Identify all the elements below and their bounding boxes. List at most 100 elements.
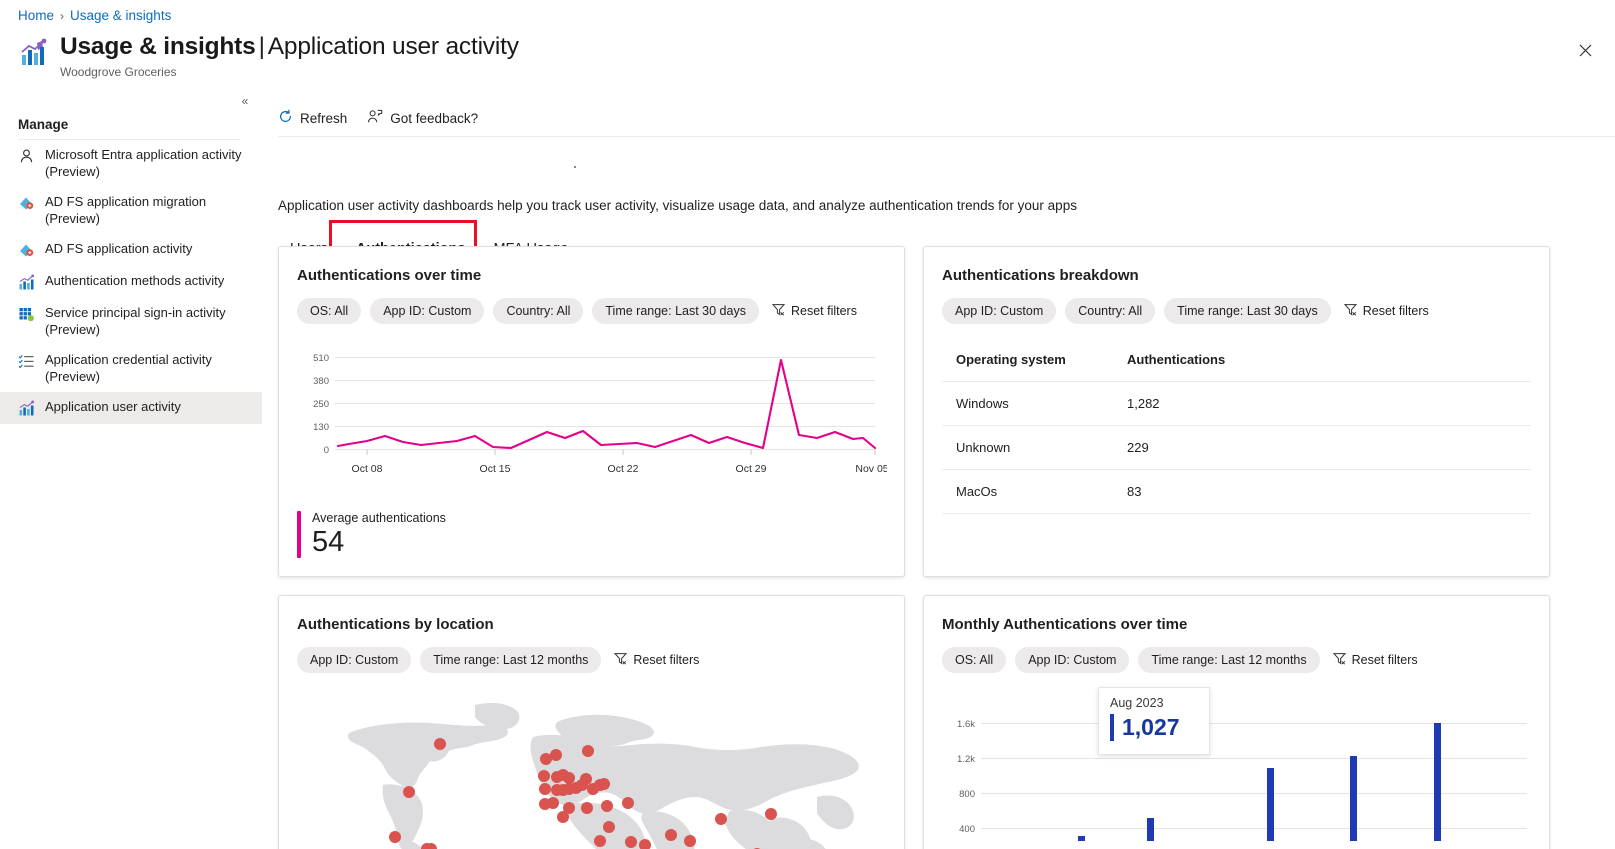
filter-app-id[interactable]: App ID: Custom <box>942 298 1057 324</box>
table-row[interactable]: Unknown 229 <box>942 425 1531 470</box>
sidebar-item-adfs-application-activity[interactable]: AD FS application activity <box>0 234 262 266</box>
sidebar-item-label: Service principal sign-in activity (Prev… <box>45 305 226 337</box>
filter-country[interactable]: Country: All <box>493 298 584 324</box>
adfs-icon <box>18 195 35 212</box>
filter-reset-icon <box>1332 652 1346 668</box>
card-authentications-by-location: Authentications by location App ID: Cust… <box>278 595 905 849</box>
filter-app-id[interactable]: App ID: Custom <box>297 647 412 673</box>
close-icon[interactable] <box>1573 38 1597 62</box>
card-title: Authentications by location <box>297 616 494 633</box>
cell-os: Windows <box>942 381 1127 426</box>
breadcrumb-separator: › <box>60 8 65 23</box>
average-authentications-stat: Average authentications 54 <box>297 511 886 558</box>
svg-text:800: 800 <box>959 789 975 800</box>
sidebar-item-authentication-methods-activity[interactable]: Authentication methods activity <box>0 266 262 298</box>
main-content: Refresh Got feedback? Application user a… <box>262 88 1615 849</box>
reset-filters-label: Reset filters <box>790 304 857 318</box>
reset-filters-button[interactable]: Reset filters <box>614 652 699 668</box>
reset-filters-button[interactable]: Reset filters <box>1343 303 1429 319</box>
card-title: Authentications breakdown <box>942 267 1139 284</box>
sidebar-item-label: Application user activity <box>45 399 181 414</box>
refresh-label: Refresh <box>300 110 348 126</box>
page-title: Usage & insights | Application user activi… <box>60 32 519 62</box>
refresh-icon <box>278 109 293 127</box>
svg-text:400: 400 <box>959 824 975 835</box>
reset-filters-button[interactable]: Reset filters <box>771 303 857 319</box>
filter-app-id[interactable]: App ID: Custom <box>1015 647 1130 673</box>
filter-time-range[interactable]: Time range: Last 30 days <box>1164 298 1331 324</box>
filter-reset-icon <box>614 652 628 668</box>
breadcrumb-usage-insights[interactable]: Usage & insights <box>70 8 172 23</box>
sidebar-item-application-credential-activity[interactable]: Application credential activity (Preview… <box>0 345 262 392</box>
table-bottom-border <box>1127 513 1531 542</box>
chart-icon <box>18 400 35 417</box>
collapse-sidebar-icon[interactable]: « <box>241 94 249 108</box>
sidebar-item-label: Microsoft Entra application activity (Pr… <box>45 147 242 179</box>
filter-bar: OS: All App ID: Custom Country: All Time… <box>297 298 886 324</box>
refresh-button[interactable]: Refresh <box>278 109 347 127</box>
column-header-authentications: Authentications <box>1127 352 1226 367</box>
got-feedback-button[interactable]: Got feedback? <box>367 109 478 127</box>
svg-text:130: 130 <box>313 422 329 433</box>
average-authentications-label: Average authentications <box>312 511 446 525</box>
sidebar-item-label: AD FS application migration (Preview) <box>45 194 207 226</box>
usage-insights-icon <box>18 38 48 68</box>
filter-country[interactable]: Country: All <box>1065 298 1156 324</box>
decorative-dot <box>574 166 576 168</box>
filter-bar: OS: All App ID: Custom Time range: Last … <box>942 647 1531 673</box>
map-markers <box>389 738 777 849</box>
bars <box>1078 723 1441 841</box>
sidebar-item-label: Application credential activity (Preview… <box>45 352 212 384</box>
adfs-icon <box>18 242 35 259</box>
feedback-person-icon <box>367 109 383 127</box>
command-bar: Refresh Got feedback? <box>262 88 1615 130</box>
svg-text:Oct 15: Oct 15 <box>480 463 511 475</box>
cell-authentications: 83 <box>1127 469 1531 514</box>
chart-tooltip: Aug 2023 1,027 <box>1098 687 1210 755</box>
command-bar-divider <box>278 136 1615 137</box>
sidebar-item-entra-application-activity[interactable]: Microsoft Entra application activity (Pr… <box>0 140 262 187</box>
sidebar-item-application-user-activity[interactable]: Application user activity <box>0 392 262 424</box>
table-row[interactable]: MacOs 83 <box>942 469 1531 514</box>
sidebar-item-adfs-application-migration[interactable]: AD FS application migration (Preview) <box>0 187 262 234</box>
cell-os: Unknown <box>942 425 1127 470</box>
bar-chart-monthly-authentications: 1.6k 1.2k 800 400 <box>942 687 1531 846</box>
svg-text:Oct 29: Oct 29 <box>736 463 767 475</box>
svg-text:0: 0 <box>324 445 329 456</box>
card-authentications-over-time: Authentications over time OS: All App ID… <box>278 246 905 577</box>
sidebar-divider <box>18 139 240 140</box>
column-header-operating-system: Operating system <box>956 352 1066 367</box>
filter-reset-icon <box>1343 303 1357 319</box>
breakdown-table: Operating system Authentications Windows… <box>942 346 1531 542</box>
svg-text:Oct 22: Oct 22 <box>608 463 639 475</box>
page-title-separator: | <box>258 33 265 60</box>
filter-time-range[interactable]: Time range: Last 30 days <box>592 298 759 324</box>
page-title-primary: Usage & insights <box>60 33 256 60</box>
breadcrumb: Home › Usage & insights <box>18 8 171 23</box>
filter-time-range[interactable]: Time range: Last 12 months <box>1138 647 1320 673</box>
card-title: Authentications over time <box>297 267 482 284</box>
chart-icon <box>18 274 35 291</box>
sidebar: « Manage Microsoft Entra application act… <box>0 88 262 849</box>
person-icon <box>18 148 35 165</box>
filter-os[interactable]: OS: All <box>297 298 362 324</box>
filter-os[interactable]: OS: All <box>942 647 1007 673</box>
tooltip-label: Aug 2023 <box>1110 696 1164 710</box>
grid-icon <box>18 306 35 323</box>
breadcrumb-home[interactable]: Home <box>18 8 55 23</box>
filter-time-range[interactable]: Time range: Last 12 months <box>420 647 602 673</box>
svg-text:380: 380 <box>313 376 329 387</box>
filter-app-id[interactable]: App ID: Custom <box>370 298 485 324</box>
tooltip-value-row: 1,027 <box>1110 714 1198 741</box>
card-row-top: Authentications over time OS: All App ID… <box>278 246 1615 577</box>
sidebar-item-service-principal-signin-activity[interactable]: Service principal sign-in activity (Prev… <box>0 298 262 345</box>
average-authentications-value: 54 <box>312 526 345 558</box>
reset-filters-label: Reset filters <box>633 653 700 667</box>
world-map-chart[interactable] <box>297 689 886 849</box>
card-authentications-breakdown: Authentications breakdown App ID: Custom… <box>923 246 1550 577</box>
tooltip-accent-bar <box>1110 714 1114 741</box>
reset-filters-button[interactable]: Reset filters <box>1332 652 1418 668</box>
table-row[interactable]: Windows 1,282 <box>942 381 1531 426</box>
checklist-icon <box>18 353 35 370</box>
